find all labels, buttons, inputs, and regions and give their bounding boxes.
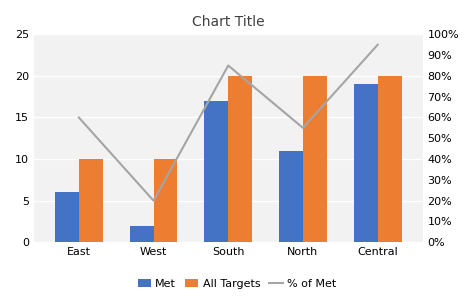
Bar: [154, 159, 177, 242]
Bar: [354, 84, 378, 242]
Title: Chart Title: Chart Title: [192, 15, 264, 29]
Bar: [303, 76, 327, 242]
% of Met: [226, 64, 231, 67]
% of Met: [375, 43, 381, 47]
Bar: [129, 226, 154, 242]
Bar: [204, 101, 228, 242]
Bar: [79, 159, 103, 242]
Bar: [378, 76, 401, 242]
Bar: [279, 151, 303, 242]
% of Met: [76, 116, 82, 119]
Line: % of Met: % of Met: [79, 45, 378, 201]
% of Met: [151, 199, 156, 202]
% of Met: [300, 126, 306, 130]
Bar: [55, 192, 79, 242]
Legend: Met, All Targets, % of Met: Met, All Targets, % of Met: [133, 274, 341, 293]
Bar: [228, 76, 252, 242]
